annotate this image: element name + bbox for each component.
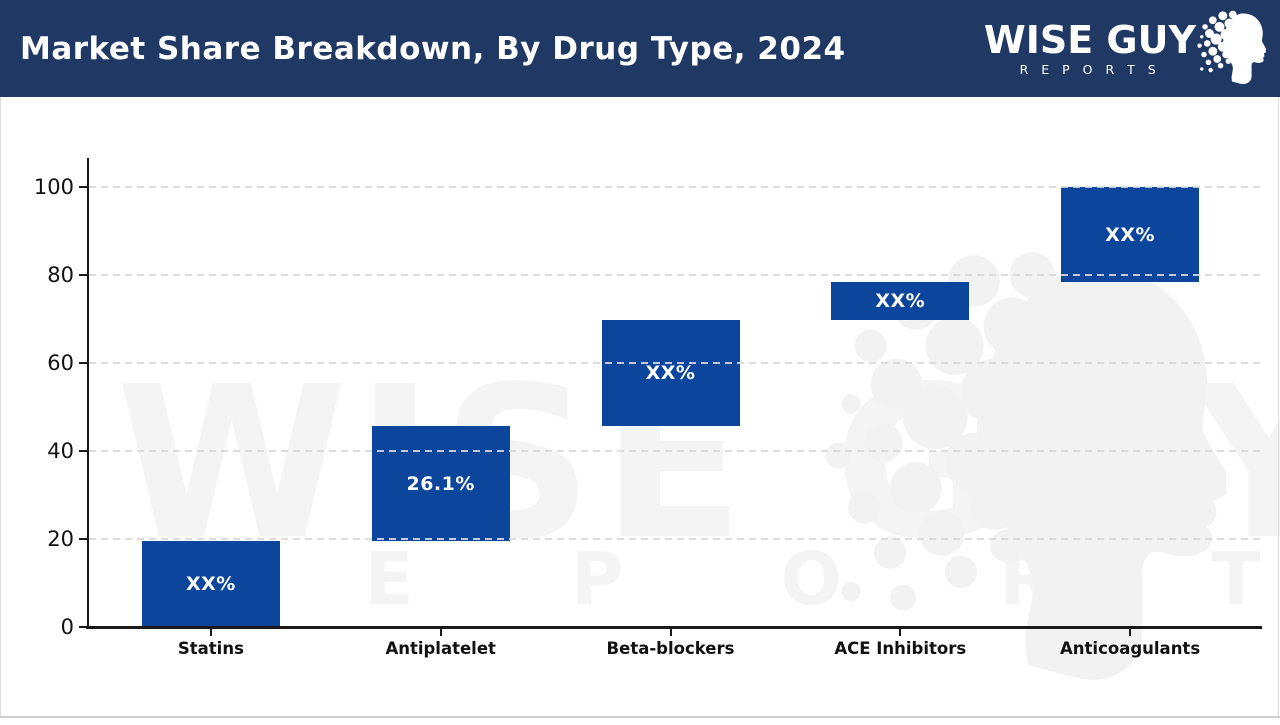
x-axis-line (86, 626, 1262, 629)
x-axis-category-label: Beta-blockers (606, 639, 735, 658)
y-axis-line (87, 158, 89, 628)
gridline (89, 186, 1262, 188)
y-axis-tick-label: 100 (33, 175, 74, 199)
x-axis-category-label: ACE Inhibitors (834, 639, 967, 658)
x-axis-category-label: Antiplatelet (385, 639, 496, 658)
x-axis-category-label: Statins (177, 639, 244, 658)
bar-value-label: XX% (1105, 223, 1156, 246)
y-axis-tick-mark (79, 626, 87, 628)
y-axis-tick-label: 60 (47, 351, 74, 375)
brand-subtitle: R E P O R T S (1019, 61, 1161, 77)
bar-antiplatelet: 26.1% (371, 426, 510, 542)
bar-anticoagulants: XX% (1061, 187, 1200, 283)
brand-wordmark: WISE GUY (983, 17, 1196, 62)
y-axis-tick-label: 80 (47, 263, 74, 287)
brand-logo: WISE GUY R E P O R T S (984, 9, 1266, 89)
y-axis-tick-mark (79, 274, 87, 276)
bar-value-label: XX% (185, 573, 236, 596)
x-axis-tick-mark (1129, 629, 1132, 636)
y-axis-tick-label: 20 (47, 527, 74, 551)
page-border-left (0, 97, 1, 717)
bar-value-label: XX% (645, 362, 696, 385)
header-bar: Market Share Breakdown, By Drug Type, 20… (0, 0, 1280, 97)
page-border-right (1278, 97, 1279, 717)
gridline (89, 538, 1262, 540)
x-axis-tick-mark (899, 629, 902, 636)
gridline (89, 362, 1262, 364)
bar-value-label: XX% (875, 289, 926, 312)
x-axis-tick-mark (209, 629, 212, 636)
y-axis-tick-mark (79, 186, 87, 188)
y-axis-tick-label: 0 (60, 615, 74, 639)
page-title: Market Share Breakdown, By Drug Type, 20… (20, 30, 846, 67)
chart-area: WISE GUY R E P O R T S 020406080100XX%St… (0, 97, 1280, 720)
y-axis-tick-mark (79, 450, 87, 452)
x-axis-tick-mark (439, 629, 442, 636)
gridline (89, 450, 1262, 452)
bar-beta-blockers: XX% (601, 319, 740, 427)
x-axis-tick-mark (669, 629, 672, 636)
brand-logo-text: WISE GUY R E P O R T S (984, 21, 1196, 77)
bar-value-label: 26.1% (406, 472, 475, 495)
dot-face-logo-icon (1197, 10, 1266, 84)
bar-ace-inhibitors: XX% (831, 282, 970, 320)
page-border-bottom (0, 716, 1280, 718)
gridline (89, 274, 1262, 276)
x-axis-category-label: Anticoagulants (1060, 639, 1201, 658)
y-axis-tick-mark (79, 362, 87, 364)
y-axis-tick-mark (79, 538, 87, 540)
bar-statins: XX% (141, 541, 280, 627)
y-axis-tick-label: 40 (47, 439, 74, 463)
